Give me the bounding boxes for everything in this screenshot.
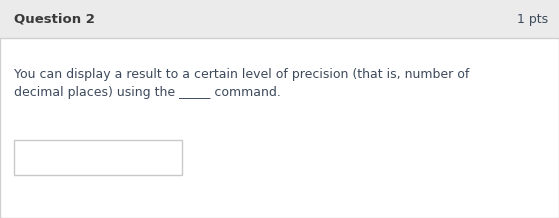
Text: decimal places) using the _____ command.: decimal places) using the _____ command. bbox=[14, 86, 281, 99]
Bar bbox=[14, 140, 182, 175]
Bar bbox=[0, 0, 559, 38]
Text: 1 pts: 1 pts bbox=[517, 12, 548, 26]
Text: Question 2: Question 2 bbox=[14, 12, 95, 26]
Text: You can display a result to a certain level of precision (that is, number of: You can display a result to a certain le… bbox=[14, 68, 470, 81]
